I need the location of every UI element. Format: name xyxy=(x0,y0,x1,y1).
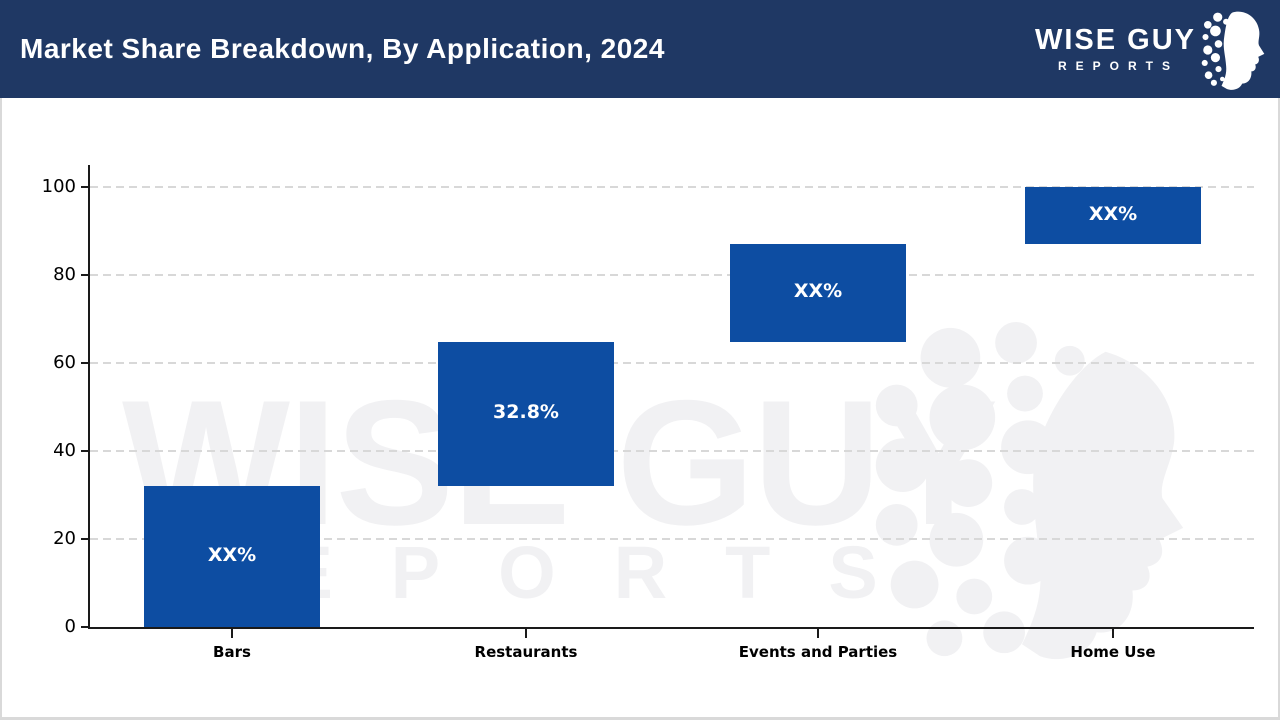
x-axis-spine xyxy=(88,627,1254,629)
watermark-dotted-head-icon xyxy=(875,321,1184,660)
x-tick-label-2: Events and Parties xyxy=(738,643,898,661)
y-tick-label-80: 80 xyxy=(53,264,76,285)
bar-value-label: 32.8% xyxy=(493,401,559,424)
dotted-head-profile-icon xyxy=(1201,11,1265,90)
y-tick-20 xyxy=(81,538,89,540)
brand-logo-text: WISE GUY REPORTS xyxy=(1035,24,1196,73)
x-tick-3 xyxy=(1112,629,1114,638)
bar-value-label: XX% xyxy=(1088,202,1138,225)
brand-name: WISE GUY xyxy=(1034,24,1196,56)
y-tick-label-40: 40 xyxy=(53,440,76,461)
y-tick-40 xyxy=(81,450,89,452)
brand-logo: WISE GUY REPORTS xyxy=(994,0,1274,98)
page-title: Market Share Breakdown, By Application, … xyxy=(20,33,665,64)
gridline-y100 xyxy=(90,186,1254,188)
x-tick-label-3: Home Use xyxy=(1070,643,1156,661)
y-tick-label-100: 100 xyxy=(41,176,76,197)
y-tick-60 xyxy=(81,362,89,364)
x-tick-label-0: Bars xyxy=(213,643,251,661)
gridline-y80 xyxy=(90,274,1254,276)
chart-canvas: WISE GUY REPORTS 0 20 40 60 80 100 XX% Bars 32.8… xyxy=(0,98,1280,720)
bar-restaurants xyxy=(438,341,614,487)
y-tick-0 xyxy=(81,626,89,628)
header-band: Market Share Breakdown, By Application, … xyxy=(0,0,1280,98)
x-tick-0 xyxy=(231,629,233,638)
bar-value-label: XX% xyxy=(207,543,257,566)
x-tick-2 xyxy=(817,629,819,638)
brand-subname: REPORTS xyxy=(1057,59,1179,73)
bar-home-use xyxy=(1025,187,1201,245)
y-tick-80 xyxy=(81,274,89,276)
gridline-y60 xyxy=(90,362,1254,364)
gridline-y40 xyxy=(90,450,1254,452)
y-tick-label-60: 60 xyxy=(53,352,76,373)
x-tick-1 xyxy=(525,629,527,638)
gridline-y20 xyxy=(90,538,1254,540)
bar-events-and-parties xyxy=(730,244,906,342)
bar-bars xyxy=(144,486,320,627)
x-tick-label-1: Restaurants xyxy=(474,643,578,661)
bar-value-label: XX% xyxy=(793,280,843,303)
y-tick-label-0: 0 xyxy=(64,616,76,637)
y-tick-label-20: 20 xyxy=(53,528,76,549)
y-tick-100 xyxy=(81,186,89,188)
y-axis-spine xyxy=(88,165,90,629)
